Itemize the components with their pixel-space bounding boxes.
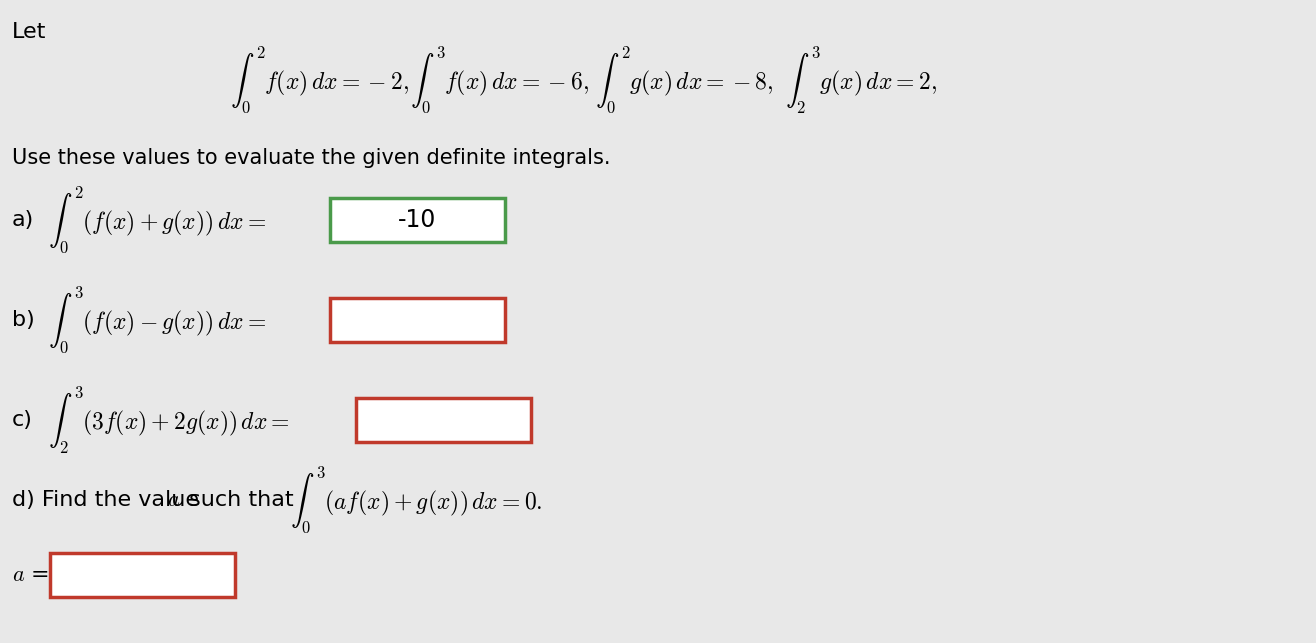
Text: $\int_0^2 f(x)\,dx = -2,$: $\int_0^2 f(x)\,dx = -2,$ <box>230 45 409 115</box>
Text: $a$: $a$ <box>167 490 180 510</box>
Text: $\int_0^3 (f(x) - g(x))\,dx =$: $\int_0^3 (f(x) - g(x))\,dx =$ <box>47 285 266 355</box>
Text: $\int_0^2 g(x)\,dx = -8,$: $\int_0^2 g(x)\,dx = -8,$ <box>595 45 774 115</box>
Text: c): c) <box>12 410 33 430</box>
Text: $a$ =: $a$ = <box>12 565 49 585</box>
Text: d) Find the value: d) Find the value <box>12 490 207 510</box>
Text: Let: Let <box>12 22 46 42</box>
Text: Use these values to evaluate the given definite integrals.: Use these values to evaluate the given d… <box>12 148 611 168</box>
FancyBboxPatch shape <box>357 398 530 442</box>
Text: b): b) <box>12 310 34 330</box>
Text: -10: -10 <box>399 208 437 232</box>
Text: $\int_2^3 g(x)\,dx = 2,$: $\int_2^3 g(x)\,dx = 2,$ <box>786 44 937 116</box>
FancyBboxPatch shape <box>330 298 505 342</box>
Text: $\int_0^3 (af(x) + g(x))\,dx = 0.$: $\int_0^3 (af(x) + g(x))\,dx = 0.$ <box>290 465 542 535</box>
Text: a): a) <box>12 210 34 230</box>
Text: such that: such that <box>182 490 293 510</box>
Text: $\int_0^2 (f(x) + g(x))\,dx =$: $\int_0^2 (f(x) + g(x))\,dx =$ <box>47 185 266 255</box>
Text: $\int_2^3 (3f(x) + 2g(x))\,dx =$: $\int_2^3 (3f(x) + 2g(x))\,dx =$ <box>47 385 290 455</box>
Text: $\int_0^3 f(x)\,dx = -6,$: $\int_0^3 f(x)\,dx = -6,$ <box>411 45 588 115</box>
FancyBboxPatch shape <box>50 553 236 597</box>
FancyBboxPatch shape <box>330 198 505 242</box>
